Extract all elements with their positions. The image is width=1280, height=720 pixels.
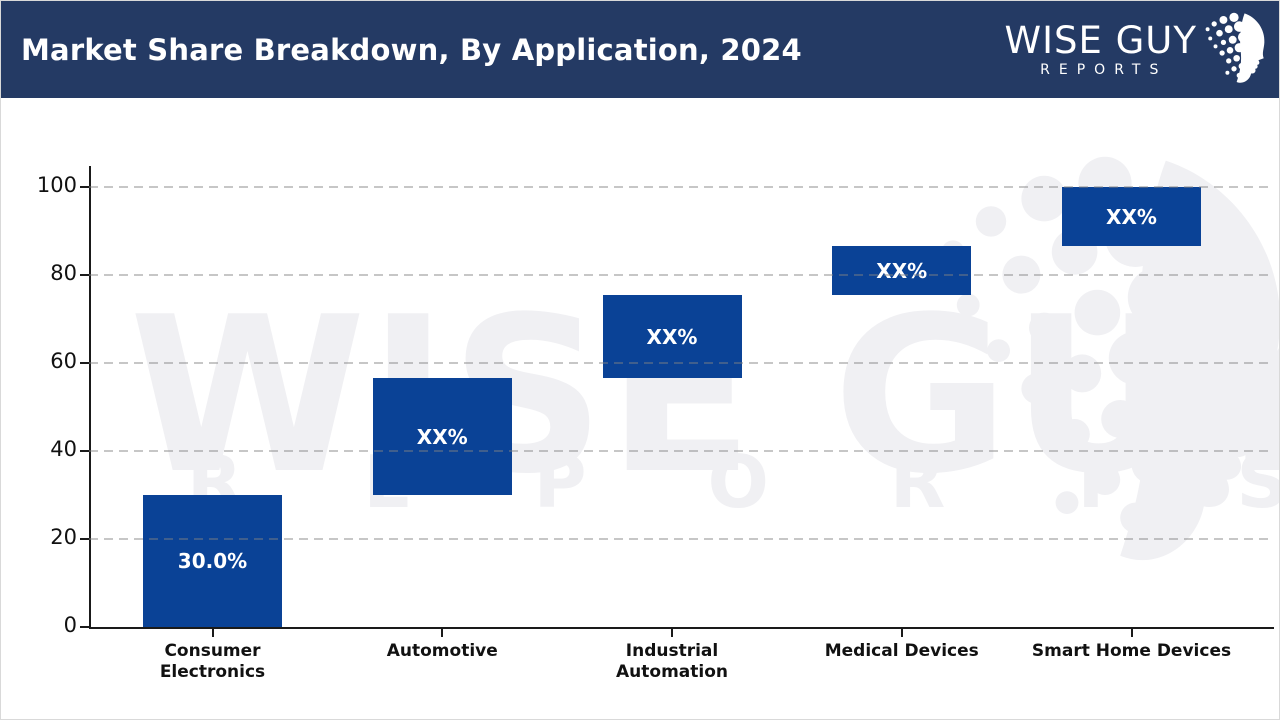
header-bar: Market Share Breakdown, By Application, … <box>1 1 1279 98</box>
y-axis-tick <box>80 186 89 188</box>
y-axis-tick <box>80 362 89 364</box>
bar-consumer-electronics: 30.0% <box>143 495 282 627</box>
x-axis-category-line: Consumer <box>164 641 261 661</box>
gridline-40 <box>89 450 1274 452</box>
logo-wordmark: WISE GUY <box>1004 19 1197 62</box>
x-axis-category-line: Medical Devices <box>824 641 979 661</box>
x-axis-tick <box>671 629 673 637</box>
x-axis-category-line: Automotive <box>386 641 498 661</box>
x-axis-category-label: Consumer Electronics <box>98 641 328 683</box>
x-axis-category-label: Medical Devices <box>787 641 1017 662</box>
x-axis-tick <box>441 629 444 637</box>
y-axis-tick-label: 0 <box>63 613 77 637</box>
bar-industrial-automation: XX% <box>602 294 742 379</box>
x-axis-line <box>89 627 1274 629</box>
bar-smart-home-devices: XX% <box>1062 187 1201 247</box>
x-axis-category-line: Automation <box>616 662 728 682</box>
gridline-60 <box>89 362 1274 364</box>
gridline-80 <box>89 274 1274 276</box>
bar-value-label: XX% <box>646 324 698 349</box>
bar-value-label: XX% <box>876 258 928 283</box>
wise-guy-reports-logo: WISE GUY REPORTS <box>1005 10 1267 90</box>
bar-value-label: XX% <box>416 424 468 449</box>
x-axis-tick <box>211 629 214 637</box>
logo-subtitle: REPORTS <box>1040 62 1168 78</box>
watermark-face-graphic <box>941 156 1279 561</box>
x-axis-category-label: Smart Home Devices <box>1017 641 1247 662</box>
x-axis-tick <box>1130 629 1133 637</box>
bar-automotive: XX% <box>372 378 512 495</box>
bar-value-label: 30.0% <box>177 549 248 573</box>
bar-value-label: XX% <box>1106 204 1157 229</box>
y-axis-tick <box>80 626 89 628</box>
gridline-20 <box>89 538 1274 540</box>
gridline-100 <box>89 186 1274 188</box>
y-axis-tick-label: 40 <box>50 437 77 461</box>
x-axis-category-label: Industrial Automation <box>557 641 787 683</box>
y-axis-tick <box>80 274 89 276</box>
y-axis-tick-label: 80 <box>50 261 77 285</box>
y-axis-line <box>89 166 91 629</box>
page-title: Market Share Breakdown, By Application, … <box>21 32 802 67</box>
y-axis-tick-label: 20 <box>50 525 77 549</box>
x-axis-tick <box>900 629 903 637</box>
y-axis-tick-label: 60 <box>50 349 77 373</box>
x-axis-category-label: Automotive <box>327 641 557 662</box>
x-axis-category-line: Smart Home Devices <box>1031 641 1232 661</box>
bar-medical-devices: XX% <box>832 246 972 295</box>
logo-face-icon <box>1205 12 1265 83</box>
y-axis-tick <box>80 538 89 540</box>
y-axis-tick <box>80 450 89 452</box>
y-axis-tick-label: 100 <box>36 173 77 197</box>
plot-area: WISE GUY R E P O R T S 0 20 40 60 80 100 30.0%… <box>1 98 1279 719</box>
x-axis-category-line: Electronics <box>159 662 266 682</box>
logo-text: WISE GUY REPORTS <box>1005 22 1197 77</box>
x-axis-category-line: Industrial <box>625 641 719 661</box>
